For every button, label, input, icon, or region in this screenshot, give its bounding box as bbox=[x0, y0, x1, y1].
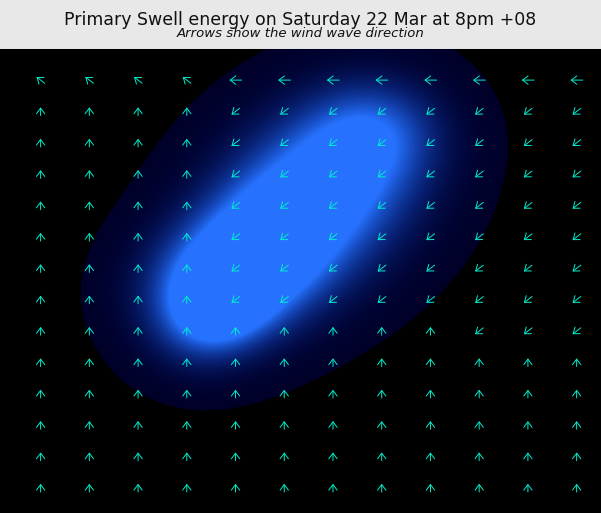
Text: Primary Swell energy on Saturday 22 Mar at 8pm +08: Primary Swell energy on Saturday 22 Mar … bbox=[64, 11, 537, 29]
Text: Arrows show the wind wave direction: Arrows show the wind wave direction bbox=[177, 27, 424, 40]
